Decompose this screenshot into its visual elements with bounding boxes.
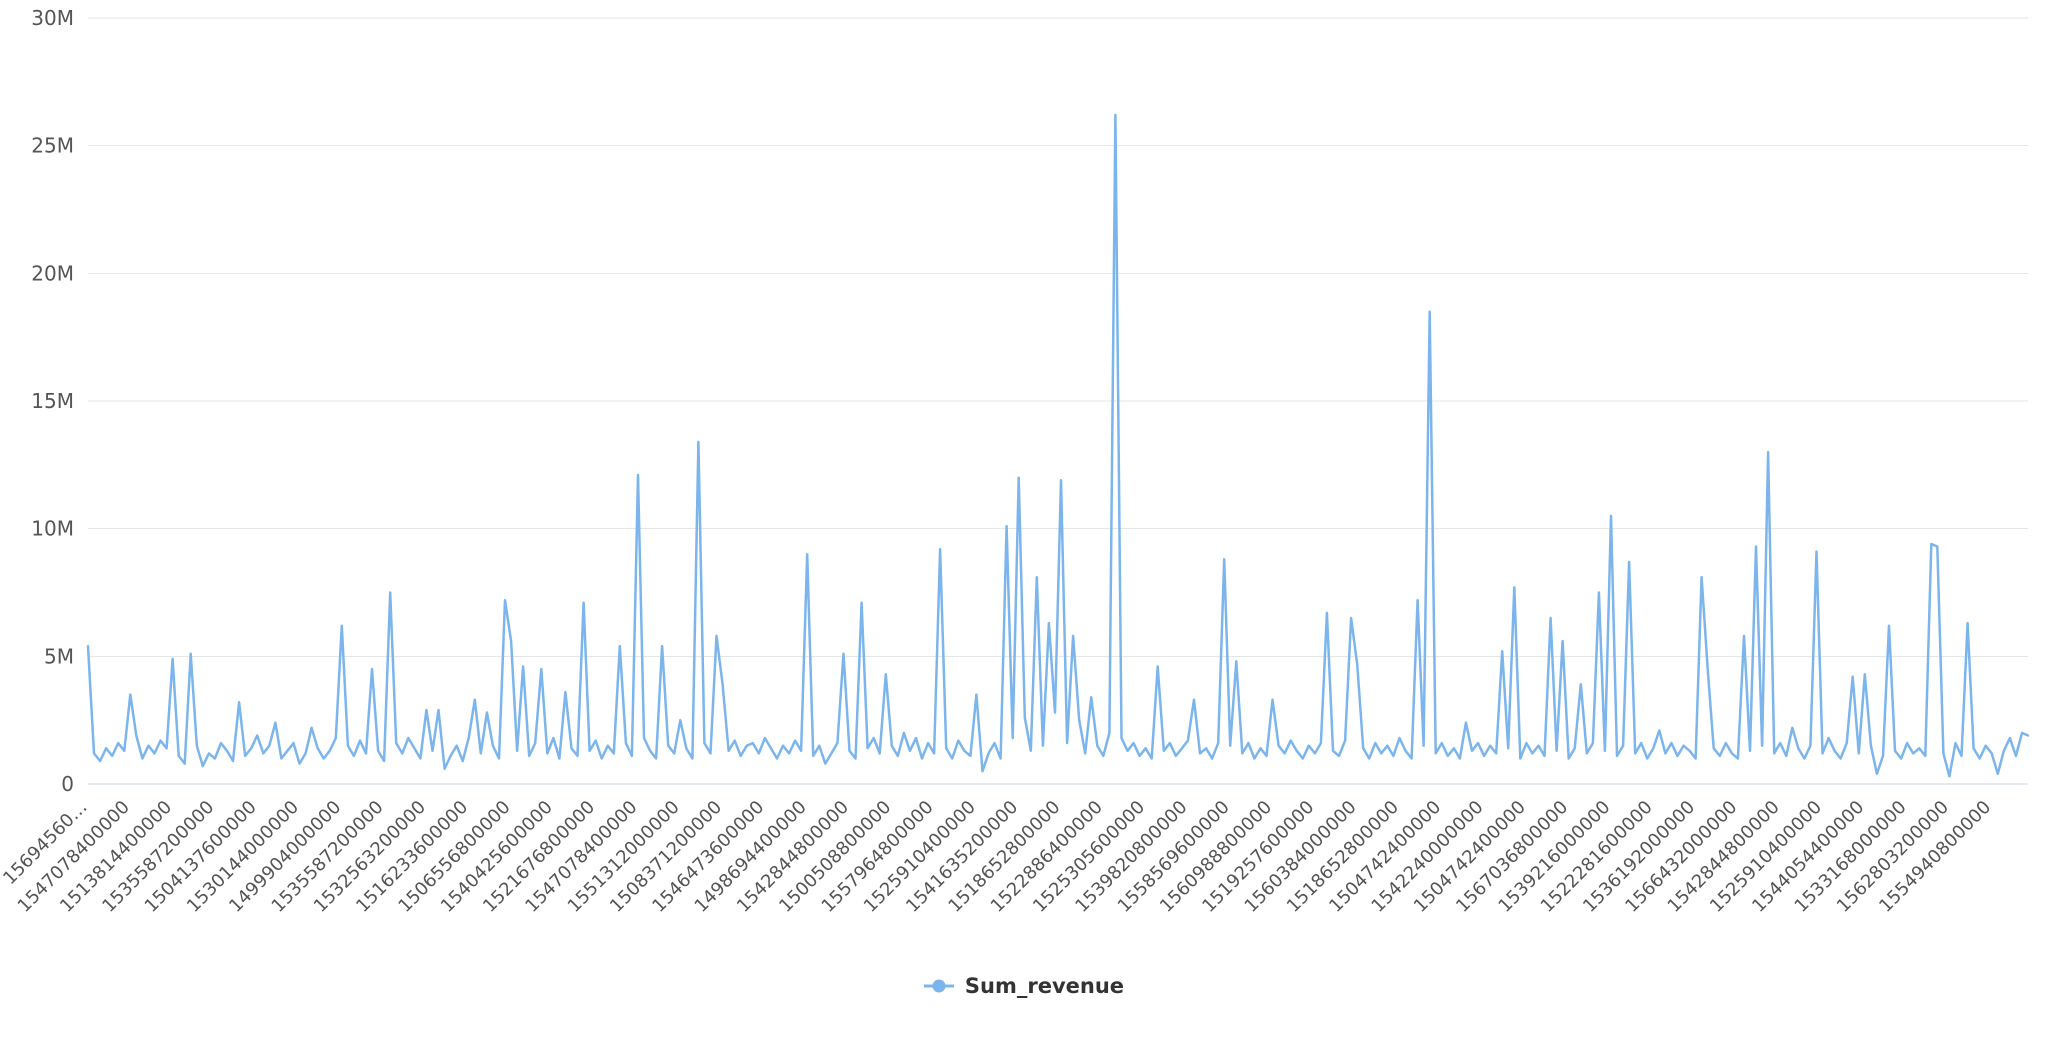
legend-marker-dot [932, 979, 946, 993]
legend-marker-icon [923, 979, 954, 993]
series-line [86, 113, 2030, 778]
y-axis-label: 20M [31, 261, 74, 285]
y-axis-label: 30M [31, 6, 74, 30]
y-axis-label: 10M [31, 517, 74, 541]
y-axis-label: 15M [31, 389, 74, 413]
y-axis-label: 0 [61, 772, 74, 796]
y-axis-label: 5M [44, 644, 74, 668]
legend[interactable]: Sum_revenue [0, 974, 2046, 998]
y-axis-label: 25M [31, 134, 74, 158]
legend-label: Sum_revenue [964, 974, 1125, 998]
revenue-line-chart: 05M10M15M20M25M30M15694560…1547078400000… [0, 6, 2030, 917]
